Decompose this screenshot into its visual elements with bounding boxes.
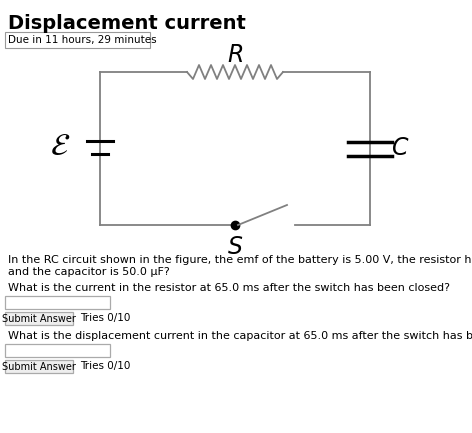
- Text: What is the displacement current in the capacitor at 65.0 ms after the switch ha: What is the displacement current in the …: [8, 331, 472, 341]
- Text: $\mathcal{E}$: $\mathcal{E}$: [50, 131, 70, 162]
- Text: $C$: $C$: [391, 137, 409, 160]
- FancyBboxPatch shape: [5, 312, 73, 325]
- FancyBboxPatch shape: [5, 32, 150, 48]
- Text: In the RC circuit shown in the figure, the emf of the battery is 5.00 V, the res: In the RC circuit shown in the figure, t…: [8, 255, 472, 265]
- Text: Tries 0/10: Tries 0/10: [80, 313, 130, 323]
- Text: Due in 11 hours, 29 minutes: Due in 11 hours, 29 minutes: [8, 35, 157, 45]
- Text: and the capacitor is 50.0 μF?: and the capacitor is 50.0 μF?: [8, 267, 170, 277]
- Text: What is the current in the resistor at 65.0 ms after the switch has been closed?: What is the current in the resistor at 6…: [8, 283, 450, 293]
- Text: $S$: $S$: [227, 236, 243, 259]
- Text: Tries 0/10: Tries 0/10: [80, 362, 130, 372]
- FancyBboxPatch shape: [5, 296, 110, 309]
- Text: $R$: $R$: [227, 45, 243, 68]
- Text: Submit Answer: Submit Answer: [2, 313, 76, 323]
- Text: Displacement current: Displacement current: [8, 14, 246, 33]
- FancyBboxPatch shape: [5, 360, 73, 373]
- FancyBboxPatch shape: [5, 344, 110, 357]
- Text: Submit Answer: Submit Answer: [2, 362, 76, 372]
